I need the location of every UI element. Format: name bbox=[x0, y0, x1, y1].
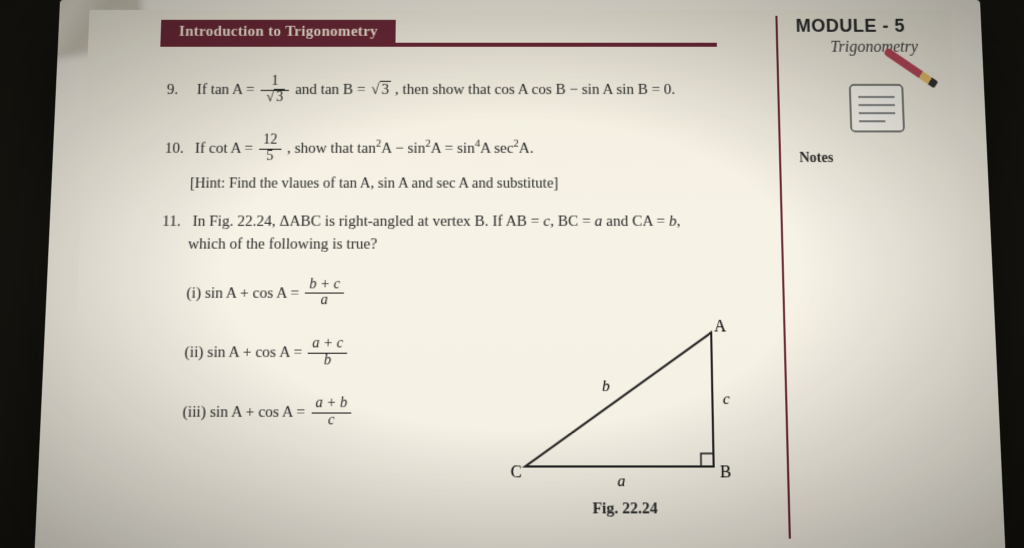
book-page: Introduction to Trigonometry 9. If tan A… bbox=[33, 0, 1006, 548]
q11-opt-ii-n: a + c bbox=[312, 336, 343, 352]
q11-l1b: , BC = bbox=[550, 213, 595, 230]
tri-label-C: C bbox=[511, 463, 522, 482]
chapter-ribbon: Introduction to Trigonometry bbox=[160, 20, 396, 47]
q11-opt-ii-frac: a + c b bbox=[308, 337, 348, 369]
module-subtitle: Trigonometry bbox=[796, 39, 952, 57]
q10-text-b: , show that tan bbox=[287, 141, 376, 157]
q11-opt-i-d: a bbox=[321, 293, 329, 309]
tri-side-b: b bbox=[602, 378, 610, 395]
q11-opt-iii-d: c bbox=[328, 412, 335, 428]
q9-fraction: 1 3 bbox=[260, 75, 290, 106]
tri-label-B: B bbox=[720, 463, 732, 482]
q11-line1a: In Fig. 22.24, ΔABC is right-angled at v… bbox=[192, 213, 543, 230]
tri-side-a: a bbox=[617, 473, 625, 488]
q9-text-c: , then show that cos A cos B − sin A sin… bbox=[395, 81, 676, 97]
question-9: 9. If tan A = 1 3 and tan B = 3 , then s… bbox=[166, 75, 772, 106]
q11-opt-iii-n: a + b bbox=[315, 396, 347, 412]
q11-opt-ii-d: b bbox=[324, 352, 332, 368]
tri-side-c: c bbox=[723, 391, 731, 408]
module-title: MODULE - 5 bbox=[795, 16, 951, 37]
q11-l1c: and CA = bbox=[602, 213, 669, 230]
q11-number: 11. bbox=[162, 210, 189, 233]
q9-text-a: If tan A = bbox=[197, 81, 259, 97]
notes-label: Notes bbox=[799, 151, 957, 167]
q10-number: 10. bbox=[164, 138, 191, 161]
q9-number: 9. bbox=[166, 78, 193, 101]
q10-text-a: If cot A = bbox=[195, 141, 257, 157]
q9-sqrt-b: 3 bbox=[369, 78, 391, 101]
q10-t2: A − sin bbox=[381, 141, 425, 157]
q10-hint: [Hint: Find the vlaues of tan A, sin A a… bbox=[190, 173, 775, 195]
q11-l1d: , bbox=[676, 213, 680, 230]
q9-text-b: and tan B = bbox=[295, 81, 369, 97]
q11-opt-i-n: b + c bbox=[309, 276, 340, 292]
triangle-figure: A B C a b c Fig. 22.24 bbox=[499, 317, 752, 519]
q11-opt-i: (i) sin A + cos A = b + c a bbox=[186, 277, 778, 309]
q9-frac-den: 3 bbox=[260, 91, 289, 106]
q10-t3: A = sin bbox=[431, 141, 475, 157]
tri-label-A: A bbox=[714, 318, 727, 336]
q10-t5: A. bbox=[519, 141, 534, 157]
q11-opt-i-label: (i) sin A + cos A = bbox=[186, 284, 303, 301]
q11-opt-iii-label: (iii) sin A + cos A = bbox=[182, 404, 309, 421]
q10-frac-num: 12 bbox=[259, 134, 282, 150]
figure-caption: Fig. 22.24 bbox=[499, 500, 752, 519]
q11-opt-iii-frac: a + b c bbox=[311, 397, 352, 430]
q10-frac-den: 5 bbox=[258, 150, 281, 165]
q10-fraction: 12 5 bbox=[258, 134, 281, 165]
notes-icon bbox=[797, 71, 956, 147]
side-column: MODULE - 5 Trigonometry Notes bbox=[775, 16, 973, 539]
question-10: 10. If cot A = 12 5 , show that tan2A − … bbox=[163, 134, 775, 196]
q11-opt-i-frac: b + c a bbox=[305, 277, 344, 309]
q11-opt-ii-label: (ii) sin A + cos A = bbox=[184, 344, 306, 361]
page-content: Introduction to Trigonometry 9. If tan A… bbox=[65, 10, 975, 548]
q11-line2: which of the following is true? bbox=[188, 233, 777, 256]
q10-t4: A sec bbox=[480, 141, 513, 157]
